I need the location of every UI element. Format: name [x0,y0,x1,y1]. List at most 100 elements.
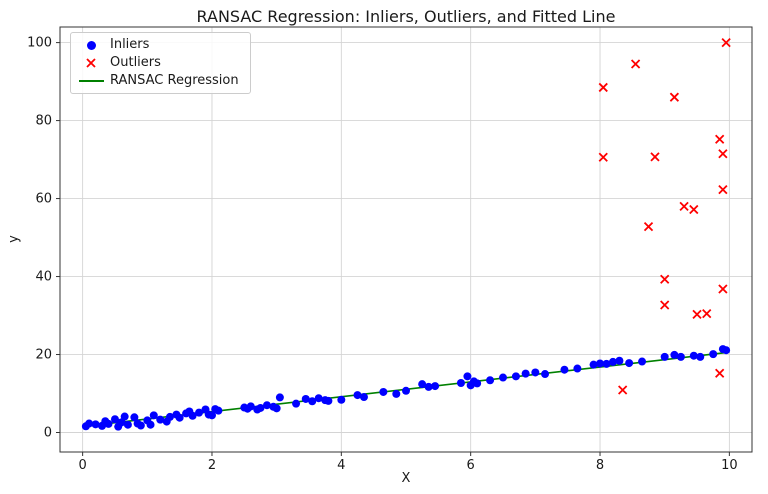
inlier-point [272,404,281,413]
legend-entry-ransac: RANSAC Regression [78,74,239,88]
inlier-point [499,373,508,382]
inlier-point [589,360,598,369]
inlier-point [117,418,126,427]
legend-entry-outliers: Outliers [78,56,239,70]
inlier-point [188,411,197,420]
inlier-point [123,420,132,429]
inlier-point [165,412,174,421]
inlier-point [110,415,119,424]
inlier-point [308,397,317,406]
legend-entry-inliers: Inliers [78,38,239,52]
outlier-marker-icon [78,57,104,69]
inlier-point [324,396,333,405]
x-tick-label: 8 [596,458,604,473]
y-tick-label: 80 [35,114,52,129]
outlier-point [669,92,680,102]
legend-outlier-marker [86,58,96,68]
inlier-point [660,352,669,361]
outlier-point [689,204,699,215]
inlier-point [85,419,94,428]
outlier-point [721,37,731,48]
inlier-point [359,393,368,402]
inlier-point [573,364,582,373]
outlier-point [702,308,712,319]
inlier-point [473,379,482,388]
inlier-point [337,395,346,404]
outlier-point [660,300,670,310]
inlier-point [120,412,129,421]
outlier-point [598,82,608,93]
inlier-point [262,401,271,410]
y-axis-label: y [6,235,22,243]
inlier-point [149,411,158,420]
inlier-point [301,394,310,403]
inlier-marker-icon [78,40,104,50]
outlier-point [643,221,654,232]
inlier-point [195,408,204,417]
inlier-point [130,413,139,422]
outlier-point [660,274,670,284]
inlier-point [392,389,401,398]
chart-title: RANSAC Regression: Inliers, Outliers, an… [196,7,616,26]
outlier-point [715,368,725,378]
inlier-point [638,357,647,366]
outlier-point [598,152,608,162]
outlier-point [679,201,689,211]
inlier-point [246,402,255,411]
x-tick-label: 10 [721,458,738,473]
axes-box [59,26,753,453]
x-tick-label: 6 [467,458,475,473]
inlier-point [670,350,679,359]
inlier-point [431,382,440,391]
y-tick-label: 100 [27,36,52,51]
inlier-point [625,359,634,368]
outlier-point [692,309,702,319]
inlier-point [615,356,624,365]
inlier-point [456,378,465,387]
inlier-point [722,346,731,355]
inlier-point [275,393,284,402]
legend-outlier-marker-path [86,58,96,68]
inlier-point [531,368,540,377]
inlier-point [256,403,265,412]
inlier-point [696,352,705,361]
outlier-point [715,134,725,144]
outlier-point [718,184,728,195]
inlier-point [676,352,685,361]
y-tick-label: 20 [35,348,52,363]
inlier-point [463,372,472,381]
inlier-point [379,387,388,396]
inlier-point [175,413,184,422]
inlier-point [709,350,718,359]
legend-label-outliers: Outliers [110,55,161,70]
outlier-point [618,385,628,395]
legend-line-marker [78,80,104,82]
y-tick-label: 40 [35,270,52,285]
inlier-point [207,411,216,420]
outlier-point [650,152,660,162]
inlier-point [541,370,550,379]
inlier-point [292,399,301,408]
outlier-point [718,149,728,159]
inlier-point [521,369,530,378]
inlier-point [214,406,223,415]
outlier-point [630,59,641,69]
x-axis-label: X [401,471,411,486]
y-tick-label: 60 [35,192,52,207]
inlier-point [602,359,611,368]
inlier-point [511,372,520,381]
x-tick-label: 4 [337,458,345,473]
line-marker-icon [78,80,104,82]
outlier-point [718,284,728,294]
inlier-point [136,421,145,430]
legend-label-ransac: RANSAC Regression [110,73,239,88]
inlier-point [424,382,433,391]
inlier-point [418,380,427,389]
inlier-point [156,415,165,424]
legend-inlier-marker [86,40,96,50]
inlier-point [91,420,100,429]
inlier-point [314,394,323,403]
inlier-point [596,359,605,368]
